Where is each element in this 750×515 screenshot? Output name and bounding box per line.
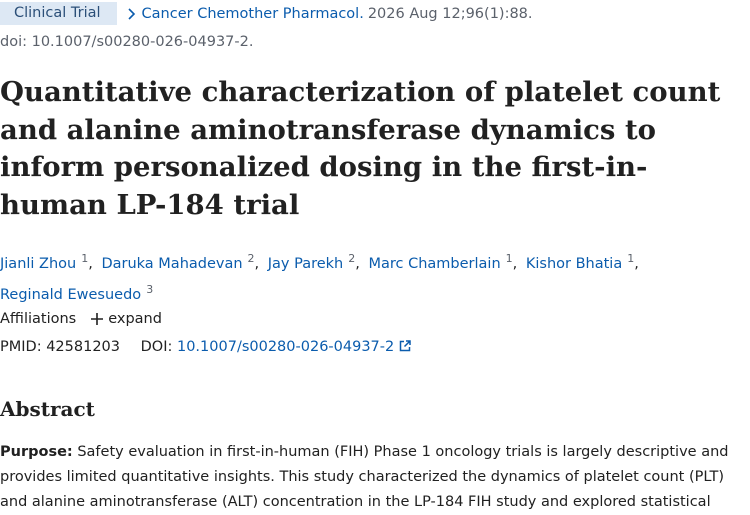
affiliation-number[interactable]: 1: [81, 252, 89, 265]
article-type-badge: Clinical Trial: [0, 2, 117, 25]
affiliation-number[interactable]: 1: [505, 252, 513, 265]
expand-toggle[interactable]: expand: [108, 311, 162, 327]
author-link[interactable]: Jianli Zhou: [0, 255, 77, 272]
chevron-icon: [127, 7, 135, 20]
pmid-label: PMID:: [0, 339, 42, 355]
affiliation-number[interactable]: 3: [146, 282, 154, 296]
affiliation-number[interactable]: 2: [247, 252, 255, 265]
author: Marc Chamberlain 1: [368, 252, 521, 272]
external-link-icon: [399, 340, 411, 352]
author: Daruka Mahadevan 2: [101, 252, 263, 272]
doi-link[interactable]: 10.1007/s00280-026-04937-2: [176, 339, 395, 355]
doi-line: doi: 10.1007/s00280-026-04937-2.: [0, 34, 254, 50]
plus-icon[interactable]: [91, 313, 104, 325]
identifiers: PMID: 42581203 DOI: 10.1007/s00280-026-0…: [0, 339, 411, 355]
journal-link[interactable]: Cancer Chemother Pharmacol.: [141, 5, 364, 22]
page: Clinical Trial Cancer Chemother Pharmaco…: [0, 2, 729, 510]
citation: 2026 Aug 12;96(1):88.: [367, 5, 533, 22]
abstract-purpose: Purpose: Safety evaluation in first-in-h…: [0, 440, 735, 515]
purpose-label: Purpose:: [0, 444, 73, 460]
author-link[interactable]: Jay Parekh: [267, 255, 344, 272]
affiliation-number[interactable]: 1: [627, 252, 635, 265]
purpose-text: Safety evaluation in first-in-human (FIH…: [0, 444, 729, 510]
article-title: Quantitative characterization of platele…: [0, 76, 721, 221]
pmid: 42581203: [46, 339, 121, 355]
affiliations: Affiliations expand: [0, 311, 162, 327]
affiliations-label: Affiliations: [0, 311, 77, 327]
author: Jay Parekh 2: [267, 252, 364, 272]
doi-label: DOI:: [140, 339, 173, 355]
author: Reginald Ewesuedo 3: [0, 283, 157, 303]
abstract-heading: Abstract: [0, 397, 95, 421]
affiliation-number[interactable]: 2: [348, 252, 356, 265]
author-link[interactable]: Marc Chamberlain: [368, 255, 501, 272]
author: Jianli Zhou 1: [0, 252, 97, 272]
author-link[interactable]: Daruka Mahadevan: [101, 255, 243, 272]
author-list: Jianli Zhou 1 Daruka Mahadevan 2 Jay Parek…: [0, 246, 700, 308]
author-link[interactable]: Kishor Bhatia: [525, 255, 623, 272]
author-link[interactable]: Reginald Ewesuedo: [0, 286, 142, 303]
citation-bar: Clinical Trial Cancer Chemother Pharmaco…: [0, 2, 533, 25]
author: Kishor Bhatia 1: [525, 252, 643, 272]
